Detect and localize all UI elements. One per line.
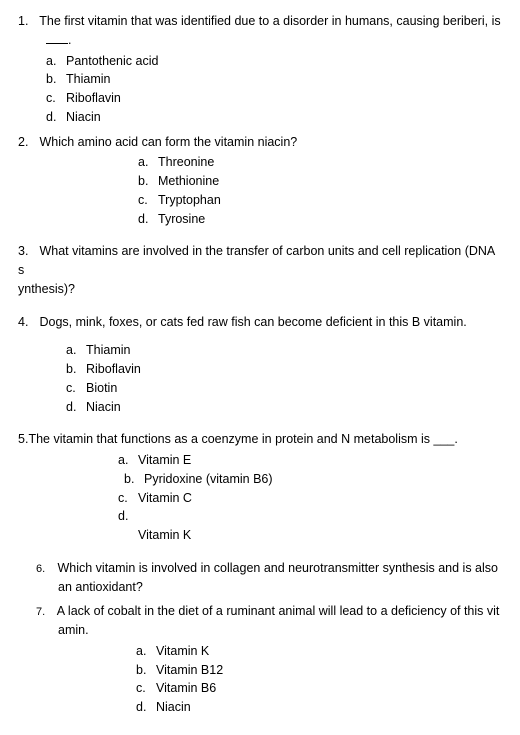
question-5: 5.The vitamin that functions as a coenzy… (18, 430, 502, 545)
option: b.Methionine (138, 172, 502, 191)
option: c.Riboflavin (46, 89, 502, 108)
option: c.Tryptophan (138, 191, 502, 210)
question-number: 4. (18, 313, 36, 332)
question-5-stem: 5.The vitamin that functions as a coenzy… (18, 430, 502, 449)
question-text: A lack of cobalt in the diet of a rumina… (57, 604, 500, 618)
question-number: 5. (18, 432, 28, 446)
option: a.Vitamin E (118, 451, 502, 470)
question-7-stem: 7. A lack of cobalt in the diet of a rum… (36, 602, 502, 621)
question-text: Which amino acid can form the vitamin ni… (39, 135, 297, 149)
question-6-stem: 6. Which vitamin is involved in collagen… (36, 559, 502, 578)
option: a.Pantothenic acid (46, 52, 502, 71)
question-7-stem-cont: amin. (36, 621, 502, 640)
option: d. (118, 507, 502, 526)
option: c.Vitamin C (118, 489, 502, 508)
option: d.Niacin (46, 108, 502, 127)
question-text: What vitamins are involved in the transf… (18, 244, 495, 277)
question-number: 1. (18, 12, 36, 31)
option: b.Thiamin (46, 70, 502, 89)
option: a.Thiamin (66, 341, 502, 360)
question-2: 2. Which amino acid can form the vitamin… (18, 133, 502, 229)
option: d.Niacin (136, 698, 502, 717)
question-text: Dogs, mink, foxes, or cats fed raw fish … (39, 315, 466, 329)
question-number: 7. (36, 604, 54, 621)
option: d.Tyrosine (138, 210, 502, 229)
option: Vitamin K (118, 526, 502, 545)
option: b.Riboflavin (66, 360, 502, 379)
question-text: Which vitamin is involved in collagen an… (57, 561, 498, 575)
question-7-options: a.Vitamin K b.Vitamin B12 c.Vitamin B6 d… (36, 642, 502, 717)
question-1: 1. The first vitamin that was identified… (18, 12, 502, 127)
question-number: 3. (18, 242, 36, 261)
question-5-options: a.Vitamin E b.Pyridoxine (vitamin B6) c.… (18, 451, 502, 545)
question-4: 4. Dogs, mink, foxes, or cats fed raw fi… (18, 313, 502, 417)
question-7: 7. A lack of cobalt in the diet of a rum… (18, 602, 502, 717)
option: b.Vitamin B12 (136, 661, 502, 680)
question-3-stem: 3. What vitamins are involved in the tra… (18, 242, 502, 280)
question-number: 6. (36, 561, 54, 578)
option: a.Threonine (138, 153, 502, 172)
option: c.Vitamin B6 (136, 679, 502, 698)
question-6: 6. Which vitamin is involved in collagen… (18, 559, 502, 597)
question-1-options: a.Pantothenic acid b.Thiamin c.Riboflavi… (18, 52, 502, 127)
question-1-stem: 1. The first vitamin that was identified… (18, 12, 502, 31)
question-6-stem-cont: an antioxidant? (36, 578, 502, 597)
question-2-options: a.Threonine b.Methionine c.Tryptophan d.… (18, 153, 502, 228)
question-4-stem: 4. Dogs, mink, foxes, or cats fed raw fi… (18, 313, 502, 332)
option: b.Pyridoxine (vitamin B6) (118, 470, 502, 489)
question-text: The first vitamin that was identified du… (39, 14, 500, 28)
option: d.Niacin (66, 398, 502, 417)
question-4-options: a.Thiamin b.Riboflavin c.Biotin d.Niacin (18, 341, 502, 416)
question-1-blank: . (18, 31, 502, 50)
option: c.Biotin (66, 379, 502, 398)
question-number: 2. (18, 133, 36, 152)
question-2-stem: 2. Which amino acid can form the vitamin… (18, 133, 502, 152)
question-3-stem-cont: ynthesis)? (18, 280, 502, 299)
option: a.Vitamin K (136, 642, 502, 661)
question-text: The vitamin that functions as a coenzyme… (28, 432, 457, 446)
question-3: 3. What vitamins are involved in the tra… (18, 242, 502, 298)
